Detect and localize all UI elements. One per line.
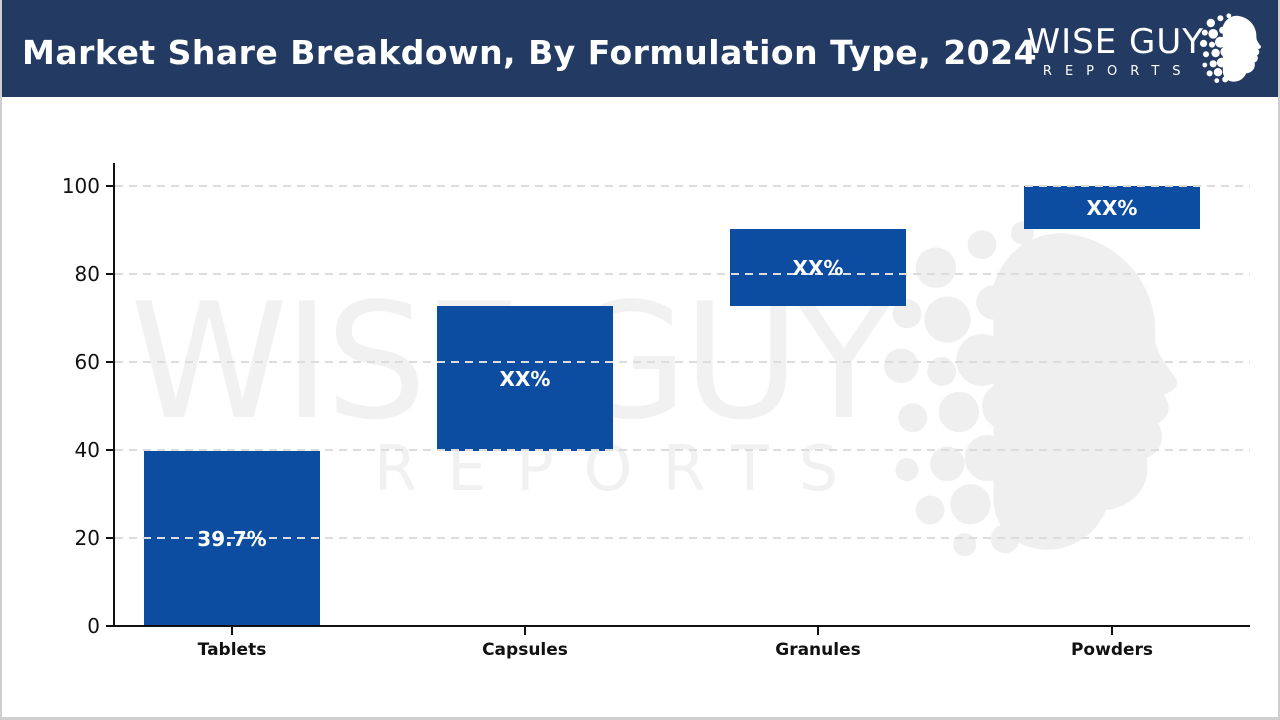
y-tick-20 [106, 537, 115, 539]
x-category-label-granules: Granules [775, 640, 861, 660]
x-category-label-capsules: Capsules [482, 640, 568, 660]
y-tick-0 [106, 625, 115, 627]
brand-tagline: REPORTS [1042, 64, 1194, 79]
y-gridline-80 [115, 273, 1250, 275]
page-title: Market Share Breakdown, By Formulation T… [22, 33, 1038, 72]
y-tick-60 [106, 361, 115, 363]
brand-logo: WISE GUY REPORTS [1004, 4, 1274, 94]
bar-value-label-powders: XX% [1086, 195, 1138, 220]
bar-value-label-capsules: XX% [499, 366, 551, 391]
y-gridline-60 [115, 361, 1250, 363]
y-gridline-20 [115, 537, 1250, 539]
y-tick-label-20: 20 [74, 526, 100, 550]
bar-value-label-tablets: 39.7% [197, 526, 267, 551]
y-tick-label-40: 40 [74, 438, 100, 462]
bar-granules [730, 229, 906, 307]
brand-dotted-head-icon [1200, 13, 1261, 83]
y-gridline-40 [115, 449, 1250, 451]
y-tick-label-0: 0 [87, 614, 100, 638]
brand-text: WISE GUY REPORTS [1026, 22, 1204, 79]
x-tick-powders [1111, 627, 1113, 635]
x-category-label-powders: Powders [1070, 640, 1154, 660]
x-tick-tablets [231, 627, 233, 635]
y-tick-100 [106, 185, 115, 187]
x-tick-granules [817, 627, 819, 635]
y-tick-80 [106, 273, 115, 275]
bar-capsules [437, 306, 613, 452]
y-tick-label-100: 100 [61, 174, 100, 198]
brand-name: WISE GUY [1026, 22, 1204, 62]
y-tick-40 [106, 449, 115, 451]
bar-value-label-granules: XX% [792, 255, 844, 280]
x-tick-capsules [524, 627, 526, 635]
bar-powders [1024, 186, 1200, 230]
header-bar: Market Share Breakdown, By Formulation T… [2, 0, 1278, 97]
y-axis-line [113, 163, 115, 627]
y-tick-label-80: 80 [74, 262, 100, 286]
x-category-label-tablets: Tablets [197, 640, 267, 660]
y-gridline-100 [115, 185, 1250, 187]
x-axis-line [113, 625, 1250, 627]
y-tick-label-60: 60 [74, 350, 100, 374]
